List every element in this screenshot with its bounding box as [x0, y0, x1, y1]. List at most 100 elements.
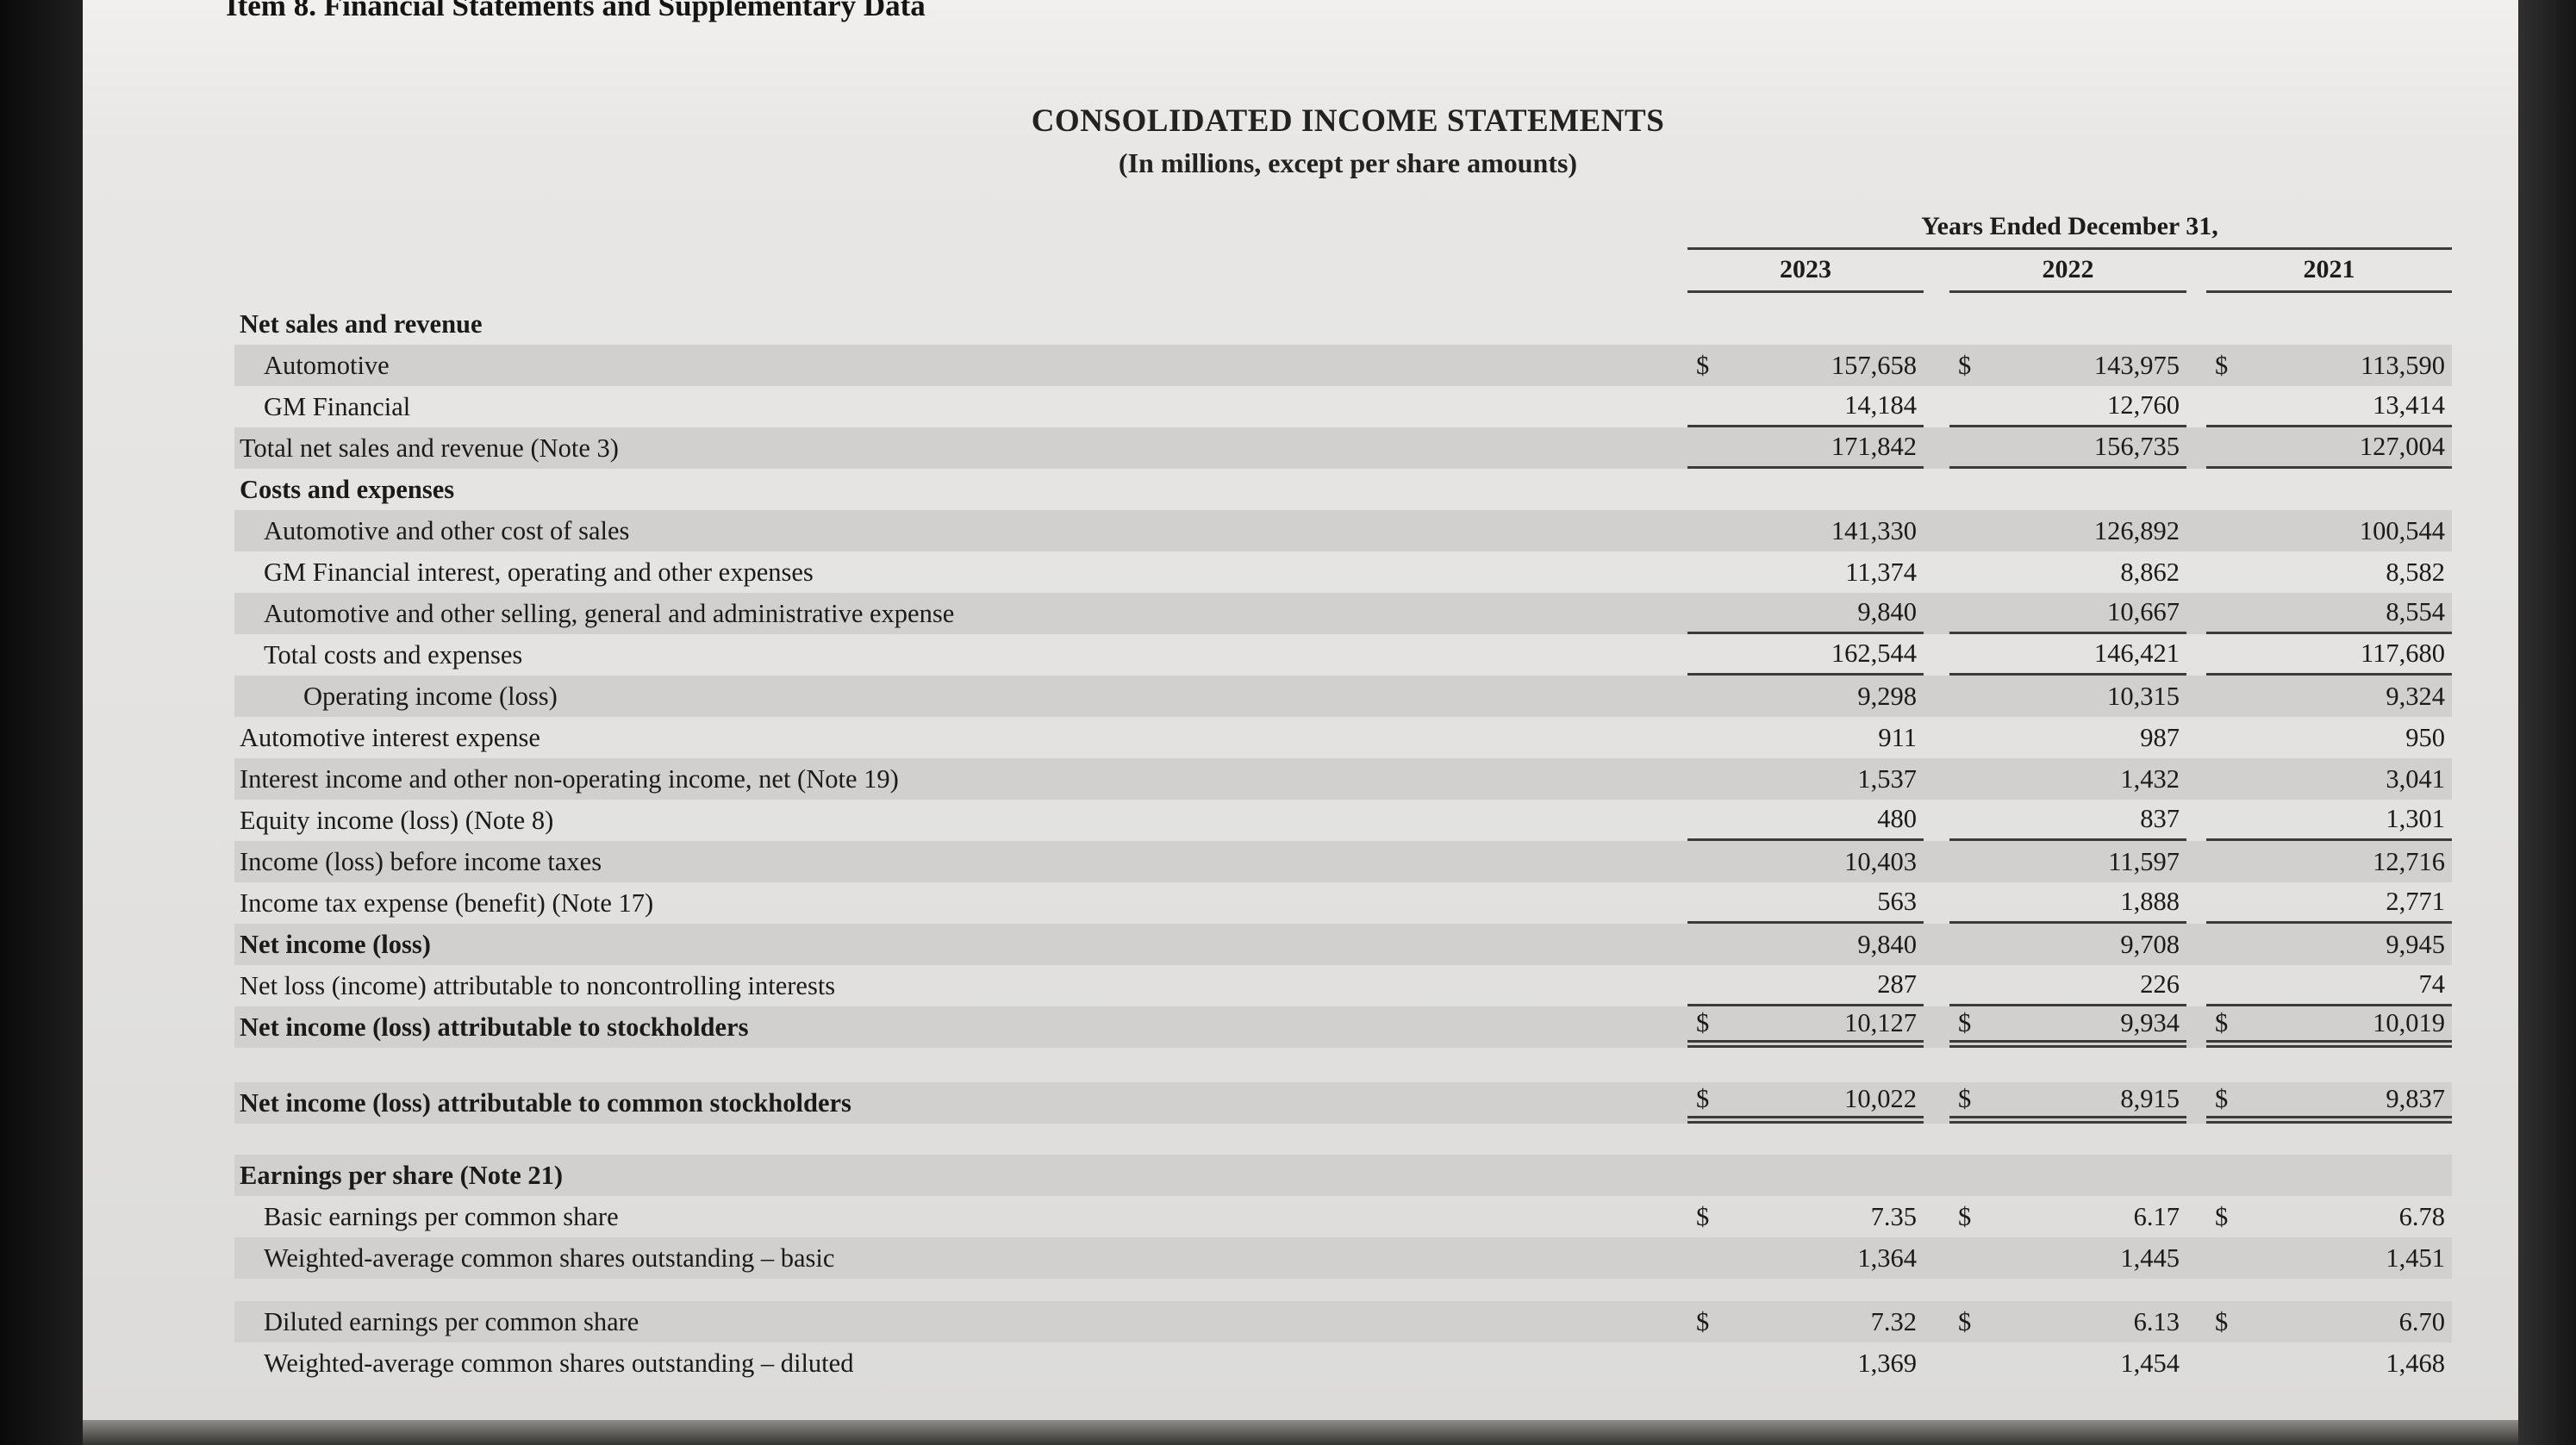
value: 563	[1877, 887, 1917, 916]
document-page: Item 8. Financial Statements and Supplem…	[83, 0, 2518, 1420]
table-row: Automotive and other cost of sales 141,33…	[234, 510, 2452, 551]
value: 13,414	[2373, 390, 2445, 420]
table-row: Income (loss) before income taxes 10,403 1…	[234, 841, 2452, 882]
value: 113,590	[2361, 350, 2445, 380]
table-row: GM Financial 14,184 12,760 13,414	[234, 386, 2452, 427]
value-cell-2021: 9,945	[2206, 924, 2452, 965]
table-row: Basic earnings per common share $7.35 $6.1…	[234, 1196, 2452, 1237]
value-cell-2022: $143,975	[1949, 345, 2186, 386]
dollar-sign: $	[1958, 1201, 1972, 1231]
value-cell-2022: 8,862	[1949, 551, 2186, 593]
value-cell-2021: 1,468	[2206, 1342, 2452, 1384]
value: 287	[1877, 969, 1917, 999]
table-row: Weighted-average common shares outstandi…	[234, 1342, 2452, 1384]
value: 1,888	[2120, 887, 2180, 916]
row-label: Automotive and other cost of sales	[264, 515, 630, 545]
table-row: Interest income and other non-operating …	[234, 758, 2452, 800]
value-cell-2021: $6.78	[2206, 1196, 2452, 1237]
value-cell-2023: 1,369	[1687, 1342, 1924, 1384]
value-cell-2023: 480	[1687, 800, 1924, 841]
value: 9,708	[2120, 929, 2180, 959]
value-cell-2021: 3,041	[2206, 758, 2452, 800]
value-cell-2021: 1,301	[2206, 800, 2452, 841]
value-cell-2022: 1,888	[1949, 882, 2186, 924]
value-cell-2023: 9,840	[1687, 593, 1924, 634]
statement-subtitle: (In millions, except per share amounts)	[1118, 147, 1578, 178]
value: 156,735	[2093, 432, 2180, 461]
value: 157,658	[1831, 350, 1917, 380]
value: 950	[2405, 722, 2445, 752]
value-cell-2023	[1687, 1155, 1924, 1196]
value: 1,468	[2386, 1348, 2445, 1378]
value-cell-2023: $7.35	[1687, 1196, 1924, 1237]
right-dark-edge	[2518, 0, 2576, 1445]
value: 10,022	[1844, 1084, 1917, 1113]
table-row: Total costs and expenses 162,544 146,421 11…	[234, 634, 2452, 676]
table-row: Net sales and revenue	[234, 303, 2452, 345]
value-cell-2023: $10,022	[1687, 1082, 1924, 1124]
value-cell-2022: 11,597	[1949, 841, 2186, 882]
table-row: Net income (loss) attributable to common…	[234, 1082, 2452, 1124]
value: 12,716	[2373, 846, 2445, 876]
value-cell-2021: $10,019	[2206, 1006, 2452, 1048]
value-cell-2022: 1,445	[1949, 1237, 2186, 1279]
value-cell-2022: 1,454	[1949, 1342, 2186, 1384]
value: 9,298	[1857, 681, 1917, 711]
value-cell-2023: 162,544	[1687, 634, 1924, 676]
value: 226	[2140, 969, 2180, 999]
row-label: Weighted-average common shares outstandi…	[264, 1243, 835, 1273]
dollar-sign: $	[1696, 1008, 1710, 1037]
dollar-sign: $	[1696, 1201, 1710, 1231]
value: 8,582	[2386, 557, 2445, 587]
value: 1,432	[2120, 763, 2180, 794]
value: 1,364	[1857, 1243, 1917, 1273]
value-cell-2021: 1,451	[2206, 1237, 2452, 1279]
row-label: Income tax expense (benefit) (Note 17)	[240, 888, 654, 918]
value: 480	[1877, 804, 1917, 833]
bottom-dark-edge	[83, 1420, 2518, 1445]
row-label: Earnings per share (Note 21)	[240, 1160, 564, 1190]
row-label: Income (loss) before income taxes	[240, 846, 602, 876]
table-row: Operating income (loss) 9,298 10,315 9,324	[234, 676, 2452, 717]
value: 9,934	[2120, 1008, 2180, 1037]
column-header-2022: 2022	[1949, 252, 2186, 293]
row-label: Automotive	[264, 350, 390, 380]
table-row: Automotive interest expense 911 987 950	[234, 717, 2452, 758]
table-row: Net income (loss) 9,840 9,708 9,945	[234, 924, 2452, 965]
value: 117,680	[2361, 638, 2445, 668]
value: 9,840	[1857, 597, 1917, 626]
value-cell-2021: 8,554	[2206, 593, 2452, 634]
value-cell-2021: 127,004	[2206, 427, 2452, 469]
row-label: GM Financial interest, operating and oth…	[264, 557, 814, 587]
value: 9,324	[2386, 681, 2445, 711]
value-cell-2022: 1,432	[1949, 758, 2186, 800]
value: 143,975	[2093, 350, 2180, 380]
column-header-2023: 2023	[1687, 252, 1924, 293]
value: 3,041	[2386, 763, 2445, 794]
year-headers: 2023 2022 2021	[1687, 252, 2452, 293]
value: 10,019	[2373, 1008, 2445, 1037]
value-cell-2021: 12,716	[2206, 841, 2452, 882]
table-row: Net loss (income) attributable to noncon…	[234, 965, 2452, 1006]
statement-title: CONSOLIDATED INCOME STATEMENTS	[1031, 103, 1665, 139]
value: 8,554	[2386, 597, 2445, 626]
row-label: Diluted earnings per common share	[264, 1306, 639, 1336]
value-cell-2023: 14,184	[1687, 386, 1924, 427]
row-label: Net loss (income) attributable to noncon…	[240, 970, 836, 1000]
value-cell-2021: 9,324	[2206, 676, 2452, 717]
table-row: GM Financial interest, operating and oth…	[234, 551, 2452, 593]
table-row: Total net sales and revenue (Note 3) 171,…	[234, 427, 2452, 469]
value-cell-2021: 74	[2206, 965, 2452, 1006]
value-cell-2023: $157,658	[1687, 345, 1924, 386]
value: 10,315	[2107, 681, 2180, 711]
value: 11,597	[2108, 846, 2180, 876]
value-cell-2023: 1,364	[1687, 1237, 1924, 1279]
row-label: Total net sales and revenue (Note 3)	[240, 433, 619, 463]
value: 1,537	[1857, 763, 1917, 794]
value-cell-2022: 226	[1949, 965, 2186, 1006]
row-label: Total costs and expenses	[264, 639, 523, 670]
value-cell-2023: 287	[1687, 965, 1924, 1006]
value: 8,862	[2120, 557, 2180, 587]
value-cell-2023: 11,374	[1687, 551, 1924, 593]
value-cell-2023: 563	[1687, 882, 1924, 924]
